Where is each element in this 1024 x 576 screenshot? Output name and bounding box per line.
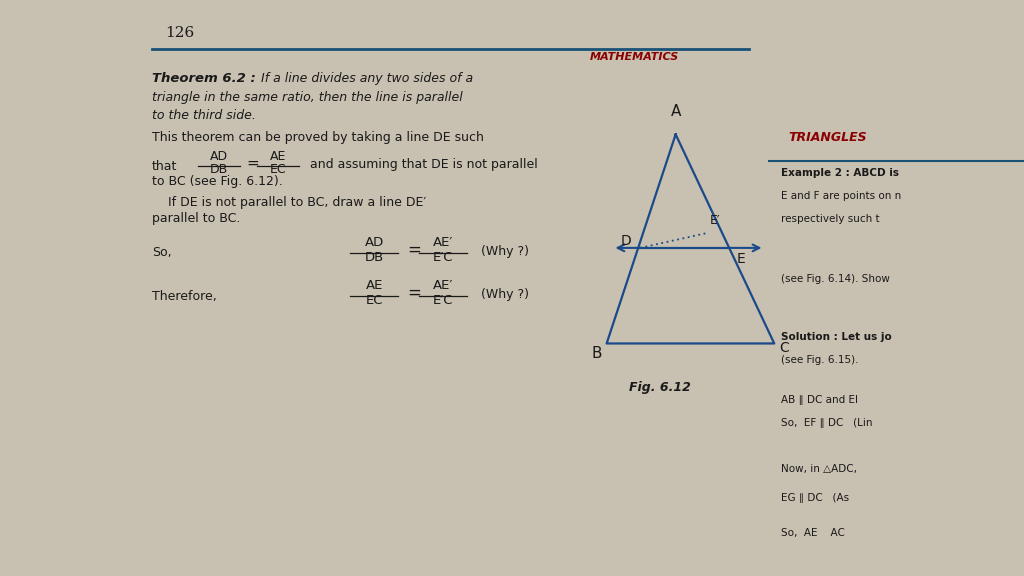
Text: EC: EC [366, 294, 383, 307]
Text: D: D [621, 234, 632, 248]
Text: Therefore,: Therefore, [153, 290, 217, 302]
Text: E′C: E′C [433, 294, 454, 307]
Text: AE: AE [269, 150, 286, 163]
Text: =: = [408, 241, 421, 259]
Text: TRIANGLES: TRIANGLES [788, 131, 867, 144]
Text: AE′: AE′ [433, 279, 454, 292]
Text: So,: So, [153, 247, 172, 259]
Text: Theorem 6.2 :: Theorem 6.2 : [153, 72, 256, 85]
Text: EG ∥ DC   (As: EG ∥ DC (As [780, 493, 849, 503]
Text: =: = [246, 156, 259, 170]
Text: Solution : Let us jo: Solution : Let us jo [780, 332, 892, 342]
Text: AB ∥ DC and El: AB ∥ DC and El [780, 395, 858, 405]
Text: EC: EC [269, 164, 286, 176]
Text: DB: DB [365, 251, 384, 264]
Text: AE: AE [366, 279, 383, 292]
Text: (see Fig. 6.14). Show: (see Fig. 6.14). Show [780, 274, 890, 284]
Text: A: A [671, 104, 681, 119]
Text: E′: E′ [710, 214, 721, 227]
Text: AE′: AE′ [433, 236, 454, 249]
Text: DB: DB [210, 164, 228, 176]
Text: E: E [736, 252, 745, 266]
Text: Fig. 6.12: Fig. 6.12 [629, 381, 691, 394]
Text: B: B [592, 346, 602, 361]
Text: that: that [153, 160, 177, 173]
Text: parallel to BC.: parallel to BC. [153, 213, 241, 225]
Text: E′C: E′C [433, 251, 454, 264]
Text: respectively such t: respectively such t [780, 214, 880, 223]
Text: (Why ?): (Why ?) [481, 288, 529, 301]
Text: If DE is not parallel to BC, draw a line DE′: If DE is not parallel to BC, draw a line… [153, 196, 426, 209]
Text: (Why ?): (Why ?) [481, 245, 529, 257]
Text: So,  AE    AC: So, AE AC [780, 528, 845, 537]
Text: and assuming that DE is not parallel: and assuming that DE is not parallel [306, 158, 538, 170]
Text: 126: 126 [165, 26, 195, 40]
Text: If a line divides any two sides of a: If a line divides any two sides of a [257, 72, 473, 85]
Text: E and F are points on n: E and F are points on n [780, 191, 901, 200]
Text: MATHEMATICS: MATHEMATICS [590, 52, 680, 62]
Text: Now, in △ADC,: Now, in △ADC, [780, 464, 857, 474]
Text: triangle in the same ratio, then the line is parallel: triangle in the same ratio, then the lin… [153, 91, 463, 104]
Text: AD: AD [210, 150, 228, 163]
Text: C: C [779, 342, 790, 355]
Text: So,  EF ∥ DC   (Lin: So, EF ∥ DC (Lin [780, 418, 872, 428]
Text: AD: AD [365, 236, 384, 249]
Text: Example 2 : ABCD is: Example 2 : ABCD is [780, 168, 899, 177]
Text: =: = [408, 284, 421, 302]
Text: This theorem can be proved by taking a line DE such: This theorem can be proved by taking a l… [153, 131, 484, 144]
Text: to the third side.: to the third side. [153, 109, 256, 122]
Text: (see Fig. 6.15).: (see Fig. 6.15). [780, 355, 858, 365]
Text: to BC (see Fig. 6.12).: to BC (see Fig. 6.12). [153, 176, 283, 188]
